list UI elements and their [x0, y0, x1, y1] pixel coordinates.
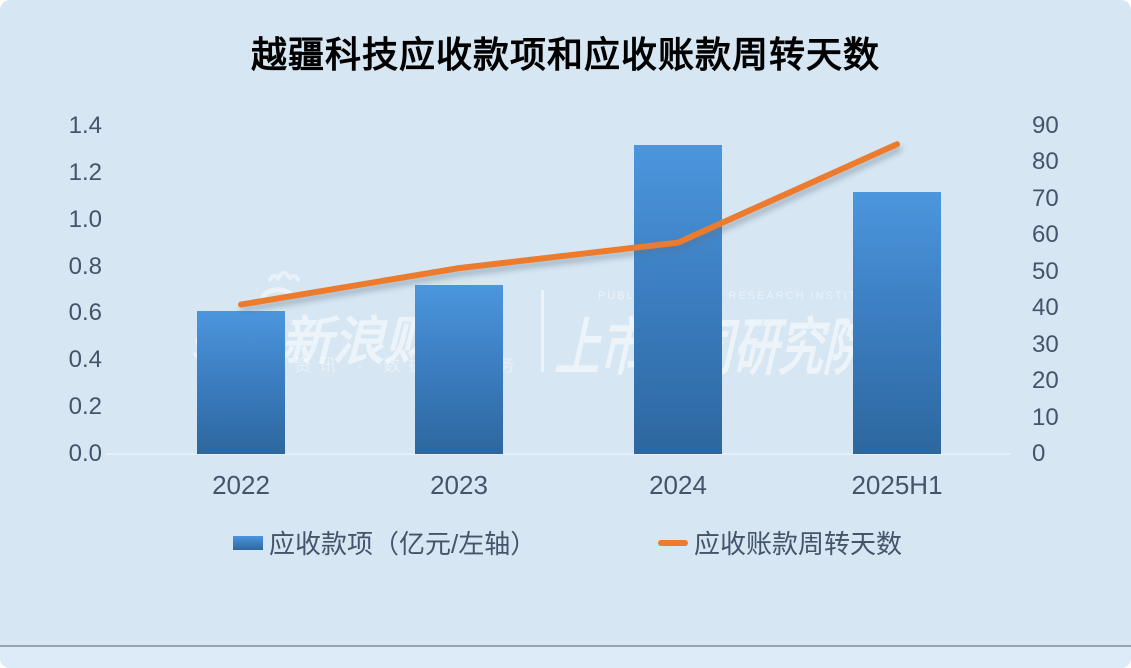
y-axis-right-tick: 40: [1032, 294, 1059, 322]
watermark-sina-eye-icon: [259, 270, 300, 301]
legend-label-bar: 应收款项（亿元/左轴）: [269, 529, 537, 559]
x-axis-label-2024: 2024: [649, 470, 707, 500]
line-series-swatch: [658, 539, 688, 546]
y-axis-right-tick: 90: [1032, 112, 1059, 139]
bar-series-swatch: [233, 535, 263, 550]
y-axis-left-tick: 1.4: [68, 112, 102, 139]
bar-2024: [634, 144, 722, 454]
y-axis-right-tick: 10: [1032, 403, 1059, 431]
x-axis-label-2022: 2022: [212, 470, 270, 500]
y-axis-left-tick: 0.8: [68, 252, 102, 280]
legend-item-line: 应收账款周转天数: [658, 524, 902, 561]
y-axis-right-tick: 80: [1032, 148, 1059, 176]
y-axis-left-tick: 0.4: [68, 346, 102, 374]
bar-2023: [415, 285, 503, 454]
y-axis-right-tick: 20: [1032, 367, 1059, 395]
y-axis-left-tick: 0.6: [68, 299, 102, 327]
y-axis-right-tick: 60: [1032, 221, 1059, 249]
x-axis-label-2023: 2023: [430, 470, 488, 500]
chart-title: 越疆科技应收款项和应收账款周转天数: [250, 34, 880, 75]
y-axis-right-tick: 70: [1032, 184, 1059, 212]
y-axis-right-tick: 30: [1032, 330, 1059, 358]
x-axis-label-2025H1: 2025H1: [851, 470, 943, 500]
y-axis-right-tick: 50: [1032, 257, 1059, 285]
legend-item-bar: 应收款项（亿元/左轴）: [233, 524, 536, 561]
bar-2022: [197, 311, 285, 454]
y-axis-right-tick: 0: [1032, 440, 1046, 467]
y-axis-left-tick: 0.2: [68, 393, 102, 421]
x-axis-line: [106, 453, 1010, 455]
footer: sina 新浪财经 交易 · 资讯 · 数据 · 服务 PUBLIC COMPA…: [0, 585, 1131, 645]
turnover-days-line: [238, 141, 900, 308]
bottom-strip: [0, 647, 1131, 668]
watermark-divider: [541, 290, 544, 372]
y-axis-left-tick: 0.0: [68, 440, 102, 467]
y-axis-left-tick: 1.0: [68, 205, 102, 233]
footer-rule: [0, 645, 1131, 647]
legend-label-line: 应收账款周转天数: [694, 529, 903, 559]
y-axis-left-tick: 1.2: [68, 158, 102, 186]
bar-2025H1: [853, 191, 941, 454]
